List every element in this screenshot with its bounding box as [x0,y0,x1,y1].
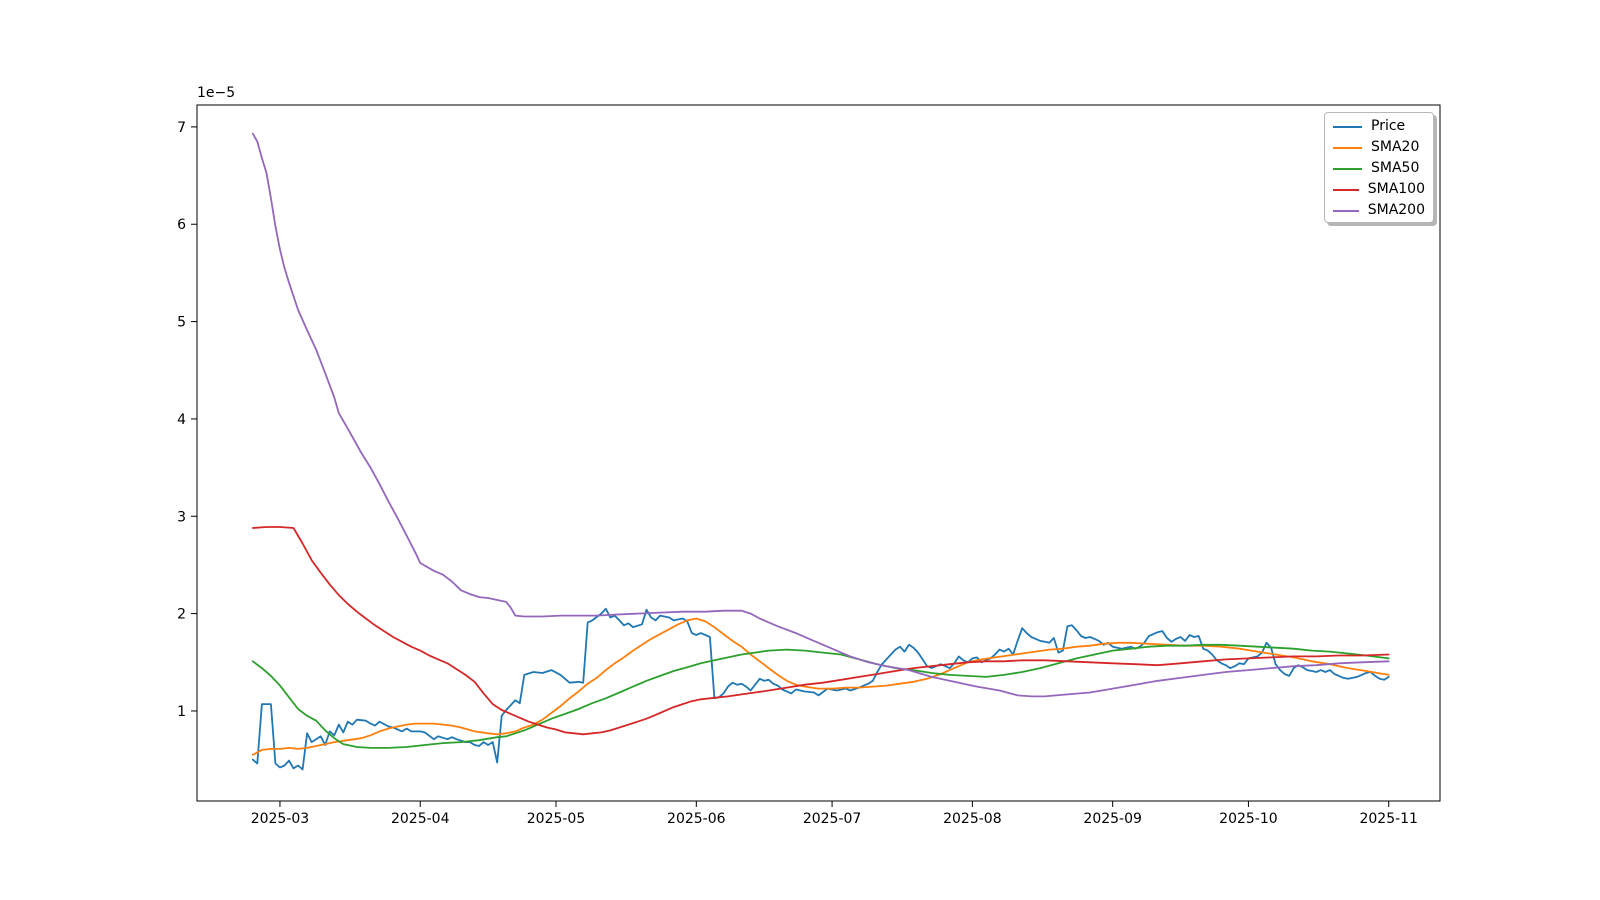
x-tick-label: 2025-10 [1219,811,1278,827]
x-tick-label: 2025-04 [391,811,450,827]
series-line-sma100 [251,526,1390,736]
legend-label: Price [1371,118,1406,134]
legend-line-sample [1333,209,1359,212]
series-line-price [251,607,1390,771]
legend-label: SMA200 [1367,202,1425,218]
legend-entry-sma100: SMA100 [1333,179,1425,200]
legend-line-sample [1333,167,1362,170]
x-tick-label: 2025-08 [943,811,1002,827]
legend-line-sample [1333,125,1362,128]
y-tick-label: 6 [177,217,186,233]
series-line-sma20 [251,617,1390,756]
legend-entry-sma20: SMA20 [1333,137,1425,158]
legend-label: SMA100 [1367,181,1425,197]
plot-frame [196,104,1441,802]
x-tick-label: 2025-03 [251,811,310,827]
x-tick-label: 2025-07 [803,811,862,827]
legend: Price SMA20 SMA50 SMA100 SMA200 [1324,112,1434,223]
legend-label: SMA20 [1371,139,1420,155]
y-tick-label: 2 [177,607,186,623]
legend-line-sample [1333,146,1362,149]
legend-entry-sma50: SMA50 [1333,158,1425,179]
legend-line-sample [1333,188,1359,191]
x-tick-label: 2025-09 [1083,811,1142,827]
x-tick-label: 2025-11 [1359,811,1418,827]
legend-entry-sma200: SMA200 [1333,200,1425,221]
series-line-sma50 [251,643,1390,749]
y-axis-offset-label: 1e−5 [197,85,236,101]
legend-label: SMA50 [1371,160,1420,176]
x-tick-label: 2025-05 [527,811,586,827]
legend-entry-price: Price [1333,116,1425,137]
y-tick-label: 1 [177,704,186,720]
series-line-sma200 [251,132,1390,698]
y-tick-label: 4 [177,412,186,428]
y-tick-label: 3 [177,509,186,525]
y-tick-label: 7 [177,120,186,136]
x-tick-label: 2025-06 [667,811,726,827]
y-tick-label: 5 [177,315,186,331]
